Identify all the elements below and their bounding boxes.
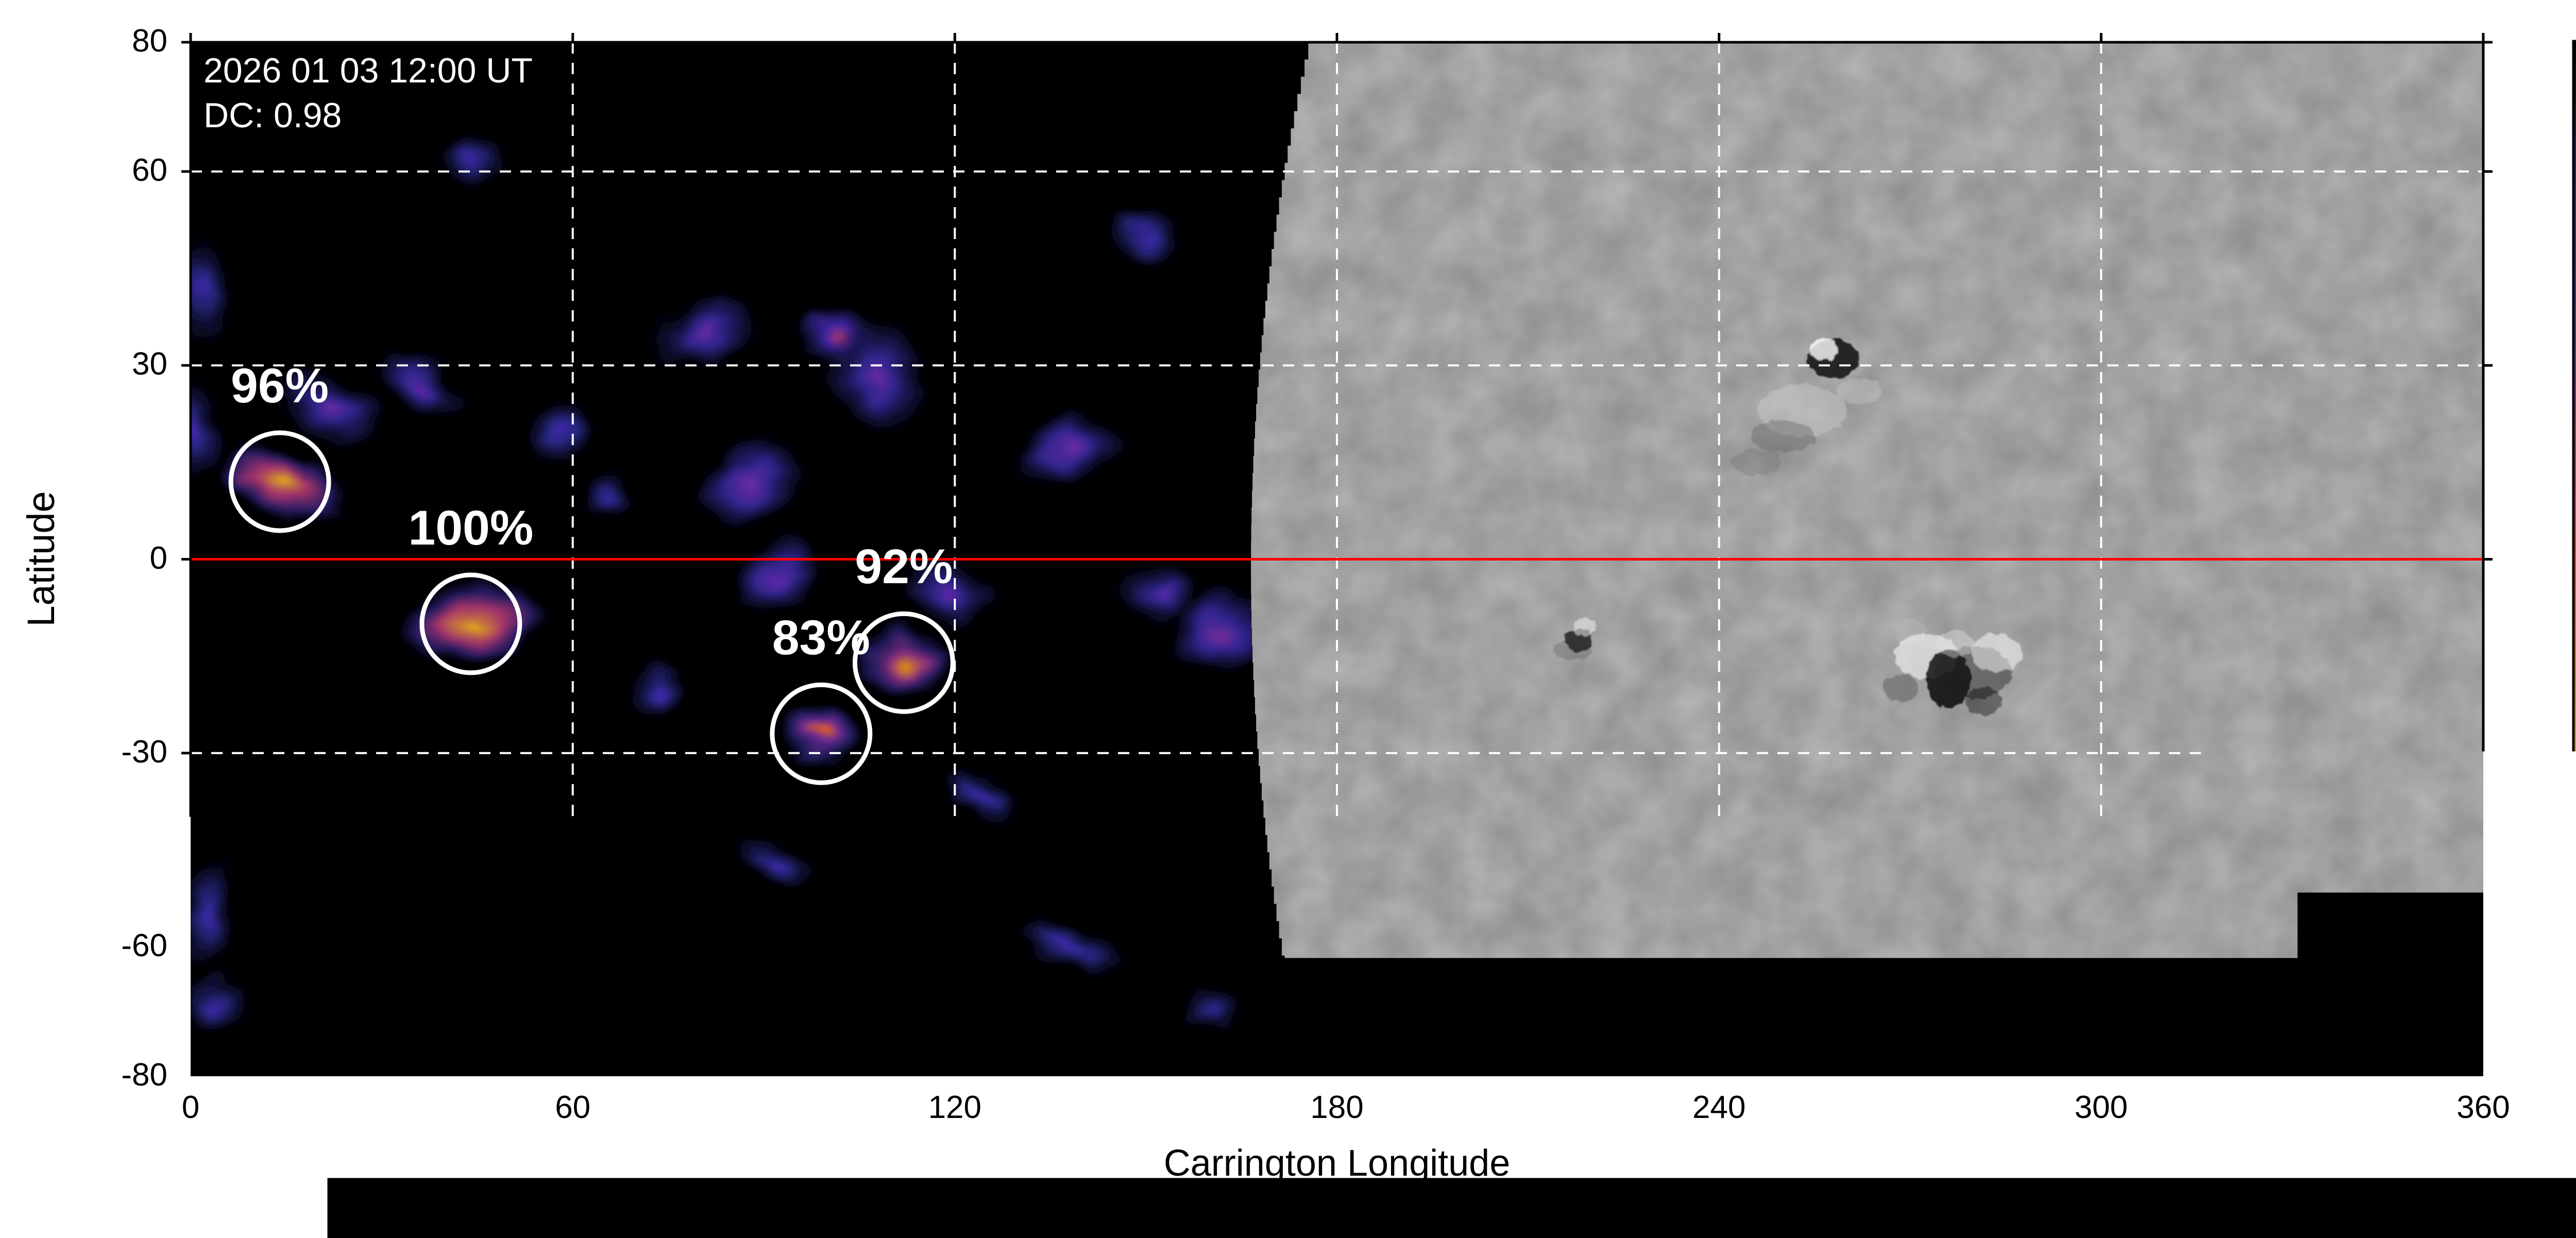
svg-text:NISP: NISP [2318,978,2463,1049]
